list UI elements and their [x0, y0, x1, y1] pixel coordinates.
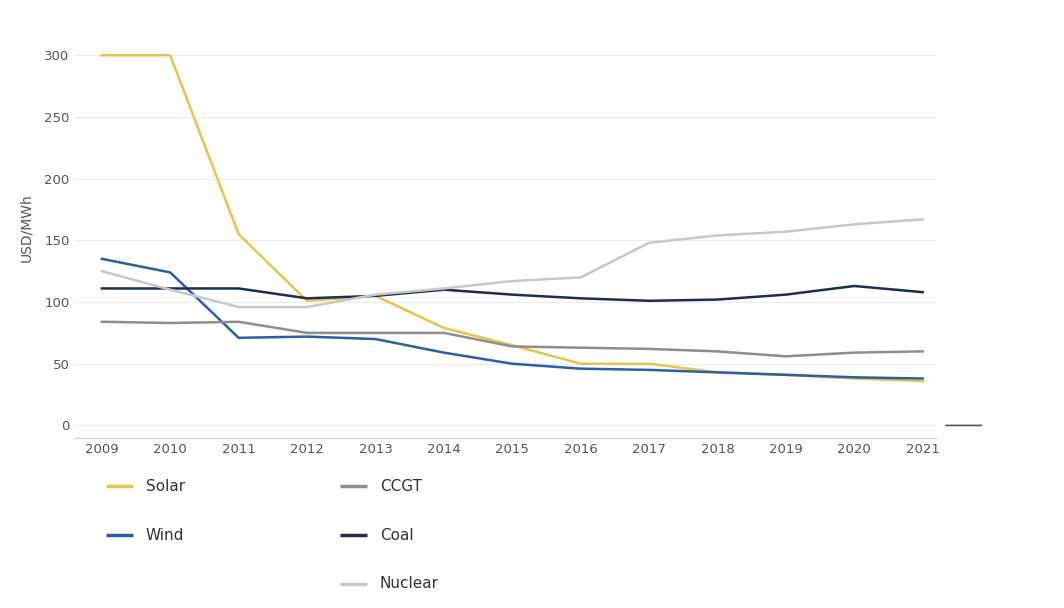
Text: Wind: Wind — [146, 528, 184, 542]
Text: Coal: Coal — [380, 528, 414, 542]
Text: CCGT: CCGT — [380, 479, 421, 494]
Text: Nuclear: Nuclear — [380, 576, 438, 591]
Text: Solar: Solar — [146, 479, 185, 494]
Y-axis label: USD/MWh: USD/MWh — [19, 193, 33, 263]
